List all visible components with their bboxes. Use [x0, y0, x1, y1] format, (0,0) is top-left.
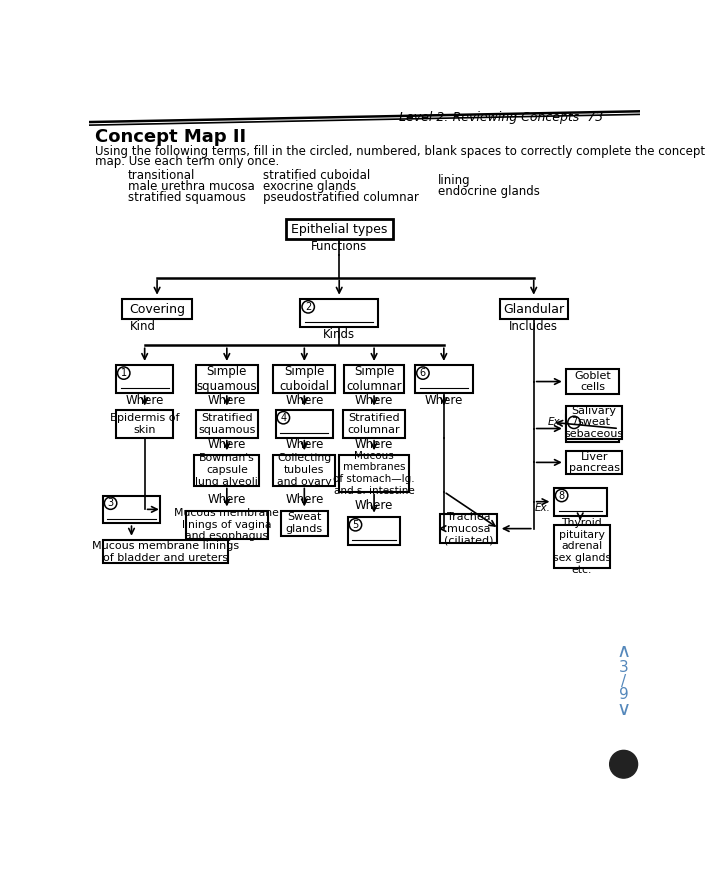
Bar [273, 365, 336, 393]
Bar [440, 514, 497, 543]
Text: transitional: transitional [128, 169, 195, 182]
Text: Where: Where [355, 499, 393, 512]
Text: Thyroid
pituitary
adrenal
sex glands
etc.: Thyroid pituitary adrenal sex glands etc… [552, 518, 611, 575]
Bar [196, 365, 258, 393]
Text: Mucous
membranes
of stomach—lg.
and s. intestine: Mucous membranes of stomach—lg. and s. i… [333, 451, 415, 496]
Text: 2: 2 [305, 302, 311, 312]
Text: Where: Where [208, 393, 246, 406]
Bar [500, 300, 568, 319]
Text: Where: Where [424, 393, 463, 406]
Text: Using the following terms, fill in the circled, numbered, blank spaces to correc: Using the following terms, fill in the c… [95, 145, 705, 158]
Bar [103, 496, 160, 523]
Bar [286, 219, 392, 239]
Bar [415, 365, 473, 393]
Text: Collecting
tubules
and ovary: Collecting tubules and ovary [277, 454, 331, 487]
Text: /: / [621, 674, 626, 689]
Bar [343, 410, 405, 438]
Text: 7: 7 [571, 417, 577, 427]
Text: 8: 8 [559, 491, 565, 500]
Bar [116, 365, 173, 393]
Text: 6: 6 [419, 368, 426, 378]
Text: Where: Where [125, 393, 164, 406]
Bar [566, 406, 622, 439]
Text: Includes: Includes [509, 321, 558, 334]
Text: ∧: ∧ [616, 642, 631, 661]
Text: Simple
columnar: Simple columnar [346, 365, 402, 393]
Bar [339, 455, 409, 491]
Circle shape [609, 751, 638, 778]
Text: Sweat
glands: Sweat glands [286, 512, 323, 534]
Text: Kinds: Kinds [323, 328, 356, 341]
Text: Functions: Functions [311, 240, 368, 253]
Text: 9: 9 [619, 687, 629, 702]
Text: map. Use each term only once.: map. Use each term only once. [95, 155, 279, 168]
Text: Simple
squamous: Simple squamous [196, 365, 257, 393]
Bar [554, 525, 609, 568]
Text: Where: Where [285, 393, 324, 406]
Text: Stratified
columnar: Stratified columnar [348, 413, 400, 434]
Text: exocrine glands: exocrine glands [263, 180, 356, 194]
Text: stratified cuboidal: stratified cuboidal [263, 169, 370, 182]
Text: Where: Where [285, 438, 324, 451]
Bar [276, 410, 333, 438]
Text: 4: 4 [280, 413, 287, 423]
Bar [566, 451, 622, 474]
Text: Where: Where [208, 438, 246, 451]
Text: pseudostratified columnar: pseudostratified columnar [263, 191, 419, 204]
Text: Where: Where [355, 393, 393, 406]
Text: Mucous membrane
linings of vagina
and esophagus: Mucous membrane linings of vagina and es… [174, 508, 279, 541]
Text: 3: 3 [107, 498, 114, 508]
Bar [348, 517, 400, 545]
Bar [344, 365, 405, 393]
Bar [281, 511, 328, 535]
Text: 5: 5 [353, 519, 358, 530]
Text: Concept Map II: Concept Map II [95, 129, 246, 146]
Text: Mucous membrane linings
of bladder and ureters: Mucous membrane linings of bladder and u… [92, 540, 239, 562]
Text: Salivary
sweat
sebaceous: Salivary sweat sebaceous [565, 406, 624, 439]
Bar [186, 511, 268, 539]
Text: Epithelial types: Epithelial types [291, 223, 387, 236]
Text: Bowman's
capsule
lung alveoli: Bowman's capsule lung alveoli [196, 454, 258, 487]
Text: Where: Where [285, 493, 324, 505]
Text: lining: lining [438, 174, 470, 187]
Bar [122, 300, 192, 319]
Text: Kind: Kind [130, 321, 156, 334]
Bar [103, 540, 228, 563]
Text: Glandular: Glandular [503, 303, 565, 315]
Text: Where: Where [208, 493, 246, 505]
Text: Liver
pancreas: Liver pancreas [569, 452, 620, 473]
Text: Epidermis of
skin: Epidermis of skin [110, 413, 179, 434]
Bar [273, 455, 336, 485]
Text: Ex.: Ex. [535, 503, 551, 512]
Text: Covering: Covering [129, 303, 185, 315]
Bar [116, 410, 173, 438]
Text: Level 2: Reviewing Concepts  73: Level 2: Reviewing Concepts 73 [399, 111, 603, 124]
Text: Stratified
squamous: Stratified squamous [198, 413, 255, 434]
Text: endocrine glands: endocrine glands [438, 185, 540, 198]
Text: ∨: ∨ [616, 700, 631, 719]
Bar [196, 410, 258, 438]
Text: 1: 1 [121, 368, 127, 378]
Bar [194, 455, 260, 485]
Text: Goblet
cells: Goblet cells [574, 371, 611, 392]
Text: Trachea
mucosa
(ciliated): Trachea mucosa (ciliated) [444, 512, 493, 545]
Bar [301, 300, 378, 327]
Bar [554, 488, 606, 516]
Text: 3: 3 [619, 660, 629, 675]
Bar [566, 414, 619, 442]
Text: Ex.: Ex. [547, 417, 563, 427]
Text: Where: Where [355, 438, 393, 451]
Text: male urethra mucosa: male urethra mucosa [128, 180, 255, 194]
Text: stratified squamous: stratified squamous [128, 191, 245, 204]
Text: Simple
cuboidal: Simple cuboidal [279, 365, 329, 393]
Bar [566, 369, 619, 394]
